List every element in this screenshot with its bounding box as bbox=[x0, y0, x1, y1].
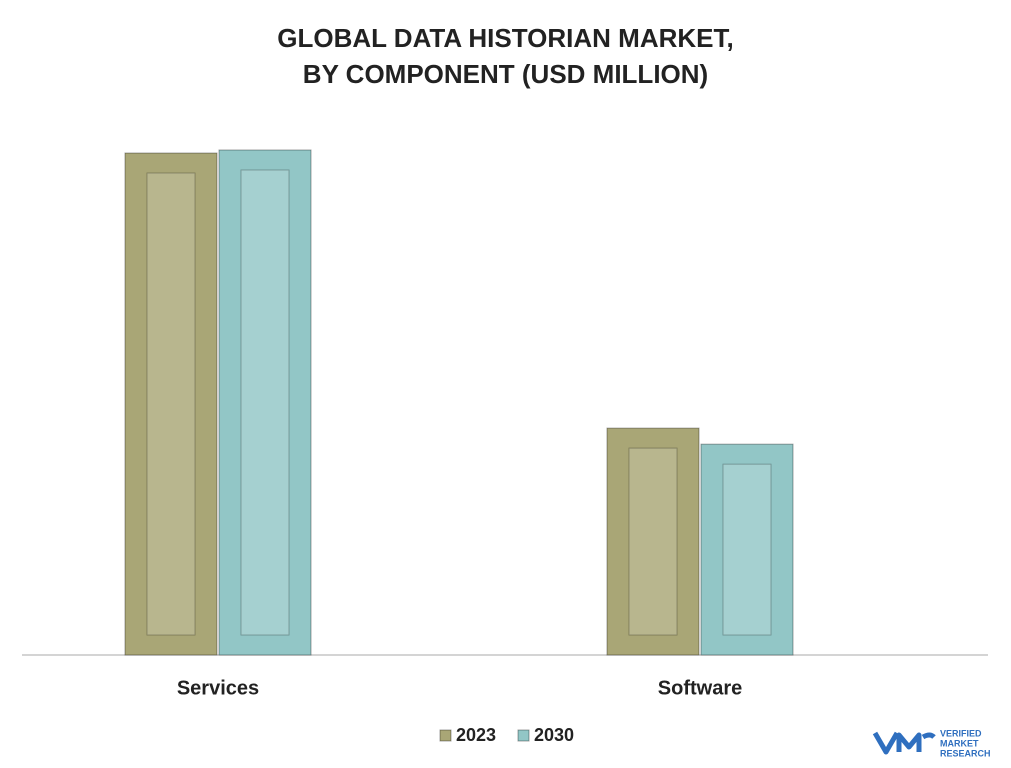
logo-text: MARKET bbox=[940, 738, 979, 748]
legend-label: 2023 bbox=[456, 725, 496, 745]
x-tick-label: Software bbox=[658, 677, 742, 699]
bar bbox=[606, 427, 700, 656]
legend-swatch bbox=[439, 729, 452, 742]
bar-bevel bbox=[628, 447, 678, 636]
bar bbox=[124, 152, 218, 656]
bar bbox=[700, 443, 794, 656]
legend-swatch bbox=[517, 729, 530, 742]
bar-bevel bbox=[146, 172, 196, 636]
x-tick-label: Services bbox=[177, 677, 259, 699]
bar-bevel bbox=[240, 169, 290, 636]
legend-label: 2030 bbox=[534, 725, 574, 745]
logo: VERIFIED MARKET RESEARCH bbox=[872, 728, 991, 758]
logo-text: VERIFIED bbox=[940, 728, 982, 738]
bar-bevel bbox=[722, 463, 772, 636]
chart-title: GLOBAL DATA HISTORIAN MARKET, BY COMPONE… bbox=[277, 23, 734, 89]
logo-text: RESEARCH bbox=[940, 748, 991, 758]
bar bbox=[218, 149, 312, 656]
logo-mark bbox=[872, 731, 936, 755]
